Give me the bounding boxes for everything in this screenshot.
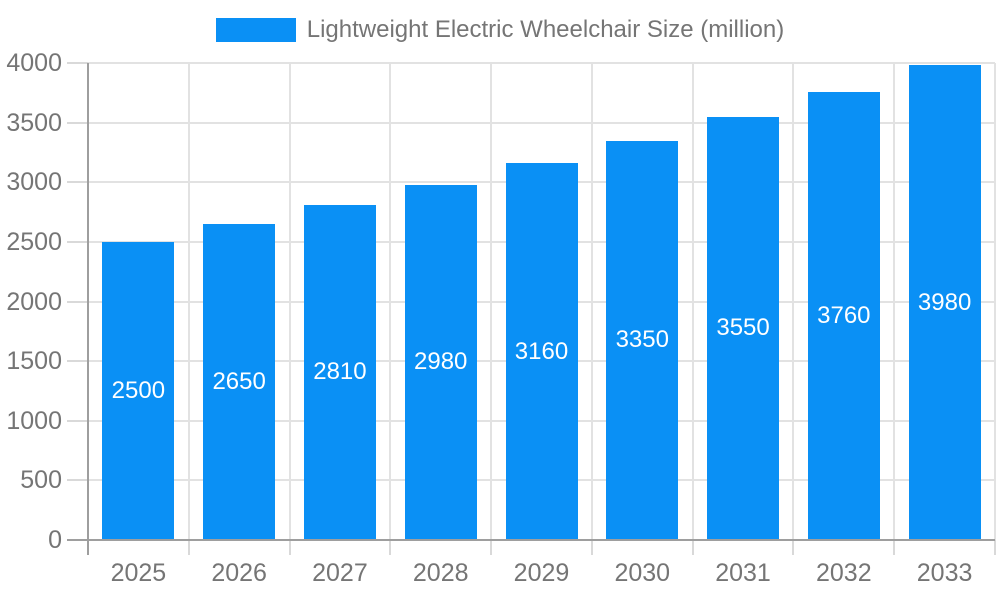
bar-value-label: 3550 [716, 314, 770, 342]
y-axis-tick-label: 0 [48, 526, 62, 554]
bar-value-label: 2500 [111, 376, 166, 404]
x-axis-tick [893, 540, 896, 555]
y-axis-tick-label: 3500 [6, 108, 62, 137]
y-axis-tick [67, 240, 88, 243]
y-axis-tick [67, 121, 88, 124]
y-axis-tick [67, 181, 88, 184]
bar[interactable]: 3350 [606, 140, 679, 540]
y-axis-tick-label: 1000 [6, 406, 62, 435]
bar-value-label: 2810 [313, 358, 367, 386]
x-axis-tick [389, 540, 392, 555]
bar-value-label: 3760 [817, 301, 871, 329]
bar-value-label: 3350 [615, 326, 669, 354]
y-axis-tick [67, 479, 88, 482]
x-gridline [490, 63, 493, 540]
x-gridline [994, 63, 996, 540]
bar[interactable]: 2980 [404, 184, 477, 540]
y-axis-tick [67, 62, 88, 64]
x-axis-category-label: 2032 [816, 559, 872, 587]
x-axis-tick [792, 540, 795, 555]
bar[interactable]: 3160 [505, 163, 578, 540]
x-axis-category-label: 2028 [412, 559, 469, 587]
y-axis-tick-label: 3000 [6, 168, 62, 197]
bar[interactable]: 2650 [203, 223, 276, 540]
legend-label: Lightweight Electric Wheelchair Size (mi… [306, 16, 785, 43]
y-axis-tick-label: 4000 [6, 49, 62, 77]
x-axis-category-label: 2033 [916, 559, 973, 587]
x-axis-category-label: 2029 [513, 559, 570, 587]
x-gridline [691, 63, 694, 540]
y-axis-tick [67, 419, 88, 422]
x-axis-tick [590, 540, 593, 555]
x-axis-tick [187, 540, 190, 555]
y-axis-line [87, 63, 89, 555]
x-gridline [590, 63, 593, 540]
bar-value-label: 2650 [212, 367, 266, 395]
x-axis-category-label: 2025 [110, 559, 167, 587]
x-axis-category-label: 2030 [614, 559, 671, 587]
x-gridline [893, 63, 896, 540]
y-axis-tick-label: 500 [20, 466, 62, 495]
legend[interactable]: Lightweight Electric Wheelchair Size (mi… [0, 16, 1000, 44]
y-axis-tick-label: 1500 [6, 347, 62, 376]
bar-value-label: 3980 [917, 288, 972, 316]
y-gridline [88, 121, 995, 124]
x-axis-category-label: 2026 [211, 559, 267, 587]
bar[interactable]: 2810 [303, 204, 376, 540]
bar[interactable]: 3760 [807, 91, 880, 540]
x-axis-tick [288, 540, 291, 555]
x-axis-tick [691, 540, 694, 555]
x-axis-category-label: 2027 [312, 559, 368, 587]
legend-swatch-icon [215, 18, 296, 42]
bar[interactable]: 3550 [707, 116, 780, 540]
y-axis-tick [67, 300, 88, 303]
x-axis-tick [490, 540, 493, 555]
y-axis-tick-label: 2000 [6, 287, 62, 316]
x-gridline [288, 63, 291, 540]
bar-value-label: 2980 [414, 348, 468, 376]
y-axis-tick [67, 360, 88, 363]
bar-value-label: 3160 [514, 337, 569, 365]
bar[interactable]: 3980 [908, 65, 981, 540]
x-axis-line [67, 539, 995, 541]
x-gridline [187, 63, 190, 540]
x-axis-tick [994, 540, 996, 555]
x-axis-category-label: 2031 [715, 559, 771, 587]
bar[interactable]: 2500 [102, 241, 175, 540]
y-gridline [88, 62, 995, 64]
y-axis-tick-label: 2500 [6, 227, 62, 256]
x-gridline [792, 63, 795, 540]
x-gridline [389, 63, 392, 540]
